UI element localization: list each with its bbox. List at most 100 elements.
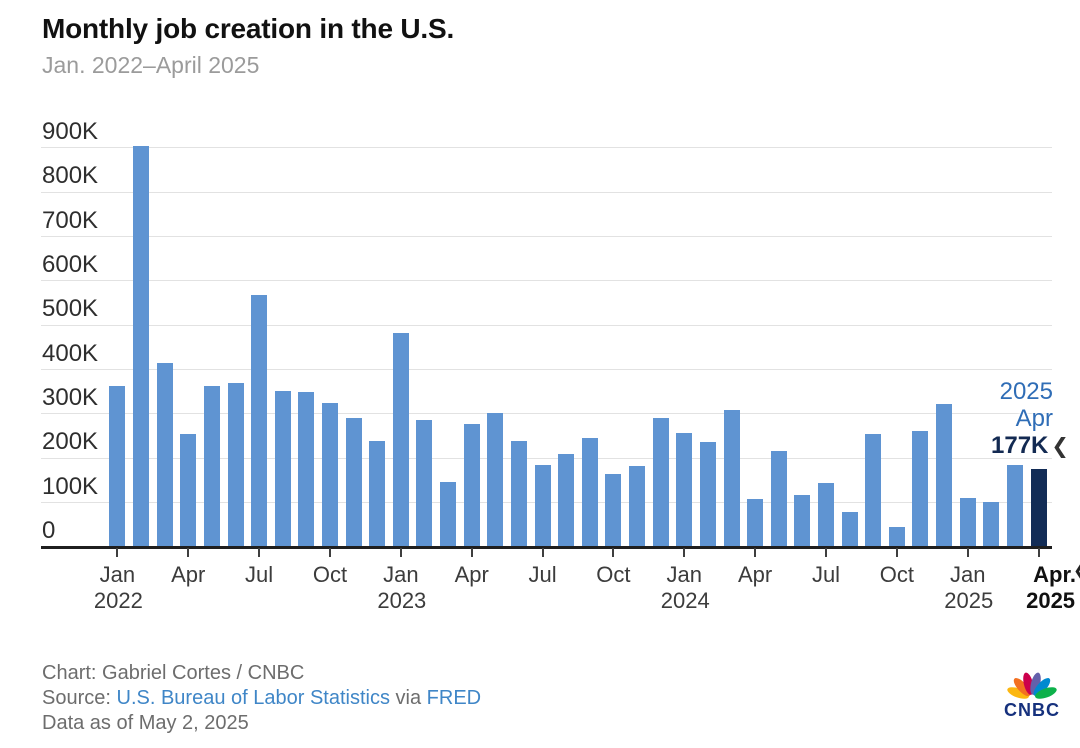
bar[interactable]	[133, 146, 150, 547]
bar[interactable]	[487, 412, 504, 547]
bar[interactable]	[936, 403, 953, 547]
chart-footer: Chart: Gabriel Cortes / CNBC Source: U.S…	[42, 661, 481, 736]
bar[interactable]	[416, 419, 433, 547]
bar[interactable]	[605, 473, 622, 547]
bar[interactable]	[699, 442, 716, 547]
gridline	[41, 236, 1052, 238]
x-axis-tick	[683, 548, 686, 557]
bar[interactable]	[180, 434, 197, 547]
x-axis-label: Apr.	[1033, 562, 1076, 587]
bar[interactable]	[723, 409, 740, 547]
data-as-of: Data as of May 2, 2025	[42, 712, 249, 734]
y-axis-label: 0	[42, 517, 56, 544]
gridline	[41, 147, 1052, 149]
x-axis-label: Jan	[99, 562, 136, 587]
bar[interactable]	[156, 363, 173, 547]
annotation-month: Apr	[1015, 405, 1053, 432]
bar[interactable]	[109, 385, 126, 547]
x-axis-year-label: 2023	[377, 588, 427, 613]
cnbc-logo: CNBC	[994, 663, 1070, 721]
bar[interactable]	[652, 418, 669, 547]
bar[interactable]	[841, 512, 858, 547]
x-axis-label: Jan	[949, 562, 986, 587]
source-via: via	[395, 687, 422, 709]
bar[interactable]	[440, 482, 457, 547]
bar[interactable]	[888, 527, 905, 547]
x-axis-label: Jan	[383, 562, 419, 587]
bar[interactable]	[629, 466, 646, 547]
bar[interactable]	[392, 333, 409, 547]
annotation-year: 2025	[999, 378, 1053, 405]
source-link-bls[interactable]: U.S. Bureau of Labor Statistics	[116, 687, 390, 709]
bar[interactable]	[227, 382, 244, 547]
bar[interactable]	[818, 483, 834, 547]
bar[interactable]	[983, 501, 1000, 547]
gridline	[41, 191, 1052, 193]
annotation-value: 177K	[991, 432, 1049, 459]
x-axis-year-label: 2024	[660, 588, 710, 613]
bar[interactable]	[345, 418, 362, 547]
bar[interactable]	[770, 451, 787, 547]
bar[interactable]	[1006, 464, 1023, 547]
y-axis-label: 700K	[42, 206, 99, 234]
bar[interactable]	[463, 423, 480, 547]
gridline	[41, 413, 1052, 415]
x-axis-label: Jan	[666, 562, 702, 587]
y-axis-label: 500K	[42, 295, 99, 323]
nbc-peacock-icon	[1007, 672, 1057, 699]
bar[interactable]	[510, 440, 527, 547]
chart-source: Source: U.S. Bureau of Labor Statistics …	[42, 686, 481, 711]
source-link-fred[interactable]: FRED	[426, 687, 482, 709]
x-axis-label: Apr	[454, 562, 489, 587]
x-axis-tick	[966, 548, 969, 557]
x-axis-tick	[258, 548, 261, 557]
x-axis-label: Jul	[811, 562, 841, 587]
bar[interactable]	[959, 497, 976, 547]
x-axis-tick	[541, 548, 544, 557]
x-axis-tick	[754, 548, 757, 557]
bar[interactable]	[558, 453, 575, 547]
bar[interactable]	[369, 441, 386, 547]
bar[interactable]	[203, 385, 220, 547]
gridline	[41, 280, 1052, 282]
bar[interactable]	[912, 431, 929, 547]
bar[interactable]	[321, 403, 338, 547]
x-axis-label: Jul	[528, 562, 557, 587]
chart-title: Monthly job creation in the U.S.	[42, 13, 455, 44]
chart-subtitle: Jan. 2022–April 2025	[42, 52, 260, 78]
y-axis-label: 600K	[42, 250, 99, 278]
x-axis-tick	[328, 548, 331, 557]
x-axis-tick	[399, 548, 402, 557]
bar[interactable]	[251, 295, 268, 547]
annotation-caret-icon: ❮	[1051, 435, 1069, 458]
y-axis-label: 800K	[42, 162, 99, 190]
x-axis-year-label: 2025	[944, 588, 994, 613]
y-axis-label: 200K	[42, 428, 99, 456]
source-prefix: Source:	[42, 687, 111, 709]
chart-credit: Chart: Gabriel Cortes / CNBC	[42, 662, 305, 684]
x-axis-tick	[470, 548, 473, 557]
x-axis-label: Jul	[245, 562, 274, 587]
bar[interactable]	[581, 437, 598, 547]
bar[interactable]	[534, 465, 551, 547]
x-axis-label: Oct	[312, 562, 348, 587]
bar[interactable]	[865, 433, 882, 547]
x-axis-tick	[1037, 548, 1040, 557]
bar[interactable]	[274, 390, 291, 547]
bar[interactable]	[298, 391, 315, 547]
x-axis-tick	[187, 548, 190, 557]
axis-edge-caret-icon: ❮	[1073, 561, 1080, 581]
bar[interactable]	[676, 433, 693, 547]
x-axis-tick	[116, 548, 119, 557]
gridline	[41, 369, 1052, 371]
x-axis-tick	[825, 548, 827, 557]
x-axis-label: Apr	[738, 562, 773, 587]
bar[interactable]	[747, 499, 764, 547]
x-axis-label: Oct	[596, 562, 631, 587]
y-axis-label: 900K	[42, 117, 99, 145]
bar[interactable]	[794, 494, 811, 547]
highlight-annotation: 2025 Apr 177K ❮	[991, 378, 1069, 460]
bar[interactable]	[1030, 468, 1047, 547]
x-axis-label: Apr	[171, 562, 206, 587]
